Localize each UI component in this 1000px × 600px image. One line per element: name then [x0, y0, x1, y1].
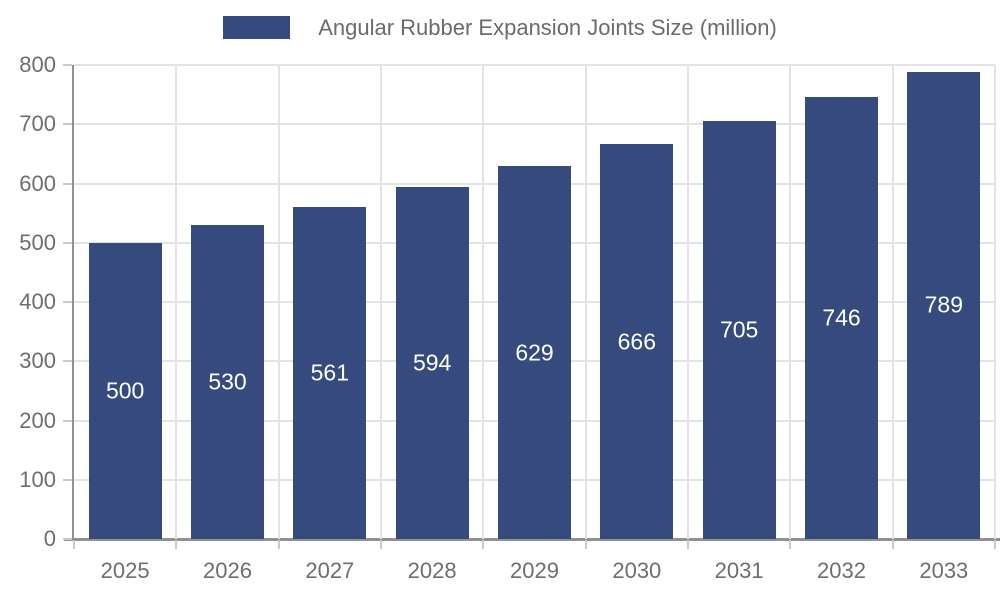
gridline-vertical	[482, 65, 485, 539]
gridline-horizontal	[74, 64, 995, 66]
y-axis-tick-label: 200	[19, 407, 56, 433]
bar-value-label: 705	[719, 316, 759, 343]
legend-label: Angular Rubber Expansion Joints Size (mi…	[318, 15, 777, 40]
bar-value-label: 530	[208, 368, 247, 395]
y-axis-tick	[63, 360, 72, 363]
y-axis-tick-label: 800	[19, 52, 56, 77]
y-axis-tick	[63, 419, 72, 422]
bar-2033: 789	[907, 71, 981, 539]
x-axis-category-label: 2028	[407, 558, 457, 583]
y-axis-tick-label: 600	[19, 170, 56, 196]
y-axis-tick-label: 100	[19, 466, 56, 492]
x-axis-tick	[891, 540, 894, 549]
gridline-vertical	[380, 65, 382, 539]
gridline-vertical	[891, 65, 894, 539]
bar-value-label: 666	[617, 328, 657, 355]
bar-2028: 594	[395, 187, 469, 539]
bar-value-label: 561	[310, 359, 350, 386]
x-axis-tick	[277, 540, 280, 549]
bar-2032: 746	[805, 97, 878, 539]
x-axis-tick	[175, 540, 178, 549]
bar-2026: 530	[191, 224, 264, 539]
gridline-vertical	[175, 65, 178, 539]
x-axis-category-label: 2029	[510, 558, 559, 583]
x-axis-category-label: 2027	[305, 558, 355, 583]
gridline-vertical	[584, 65, 587, 539]
x-axis-tick	[73, 540, 75, 549]
bar-2025: 500	[88, 242, 162, 539]
y-axis-tick-label: 500	[19, 229, 56, 255]
x-axis-tick	[994, 540, 996, 549]
x-axis-tick	[380, 540, 382, 549]
x-axis-tick	[687, 540, 689, 549]
y-axis-line	[72, 65, 74, 539]
plot-area: 500 530 561 594 629 666 705 746 789	[63, 64, 1000, 549]
x-axis-category-label: 2025	[100, 558, 150, 583]
bar-2031: 705	[702, 121, 776, 539]
x-axis-line	[64, 538, 1000, 541]
y-axis-tick	[63, 182, 72, 185]
gridline-vertical	[277, 65, 280, 539]
y-axis-tick	[63, 301, 72, 303]
gridline-horizontal	[74, 123, 995, 126]
y-axis-tick-label: 700	[19, 111, 56, 137]
y-axis-tick	[63, 478, 72, 481]
gridline-vertical	[994, 65, 996, 539]
bar-value-label: 594	[412, 349, 452, 376]
y-axis-tick	[63, 123, 72, 126]
x-axis-tick	[584, 540, 587, 549]
bar-value-label: 500	[105, 377, 145, 404]
x-axis-tick	[789, 540, 792, 549]
x-axis-category-label: 2026	[203, 558, 252, 583]
legend-swatch-icon	[223, 16, 291, 39]
x-axis-category-label: 2033	[919, 558, 969, 583]
x-axis-category-label: 2031	[714, 558, 764, 583]
bar-value-label: 629	[515, 339, 554, 366]
gridline-vertical	[789, 65, 792, 539]
legend: Angular Rubber Expansion Joints Size (mi…	[0, 16, 1000, 39]
bar-value-label: 746	[822, 304, 861, 331]
gridline-vertical	[687, 65, 689, 539]
x-axis-category-label: 2032	[817, 558, 866, 583]
y-axis-tick-label: 400	[19, 289, 56, 314]
y-axis-tick	[63, 538, 72, 540]
y-axis-tick	[63, 241, 72, 244]
y-axis-tick-label: 300	[19, 348, 56, 374]
y-axis-tick	[63, 64, 72, 66]
x-axis-category-label: 2030	[612, 558, 662, 583]
bar-2027: 561	[293, 206, 367, 539]
bar-2030: 666	[600, 144, 674, 539]
bar-2029: 629	[498, 166, 571, 539]
legend-item[interactable]: Angular Rubber Expansion Joints Size (mi…	[223, 16, 777, 39]
x-axis-tick	[482, 540, 485, 549]
bar-value-label: 789	[924, 291, 964, 318]
y-axis-tick-label: 0	[43, 526, 56, 551]
